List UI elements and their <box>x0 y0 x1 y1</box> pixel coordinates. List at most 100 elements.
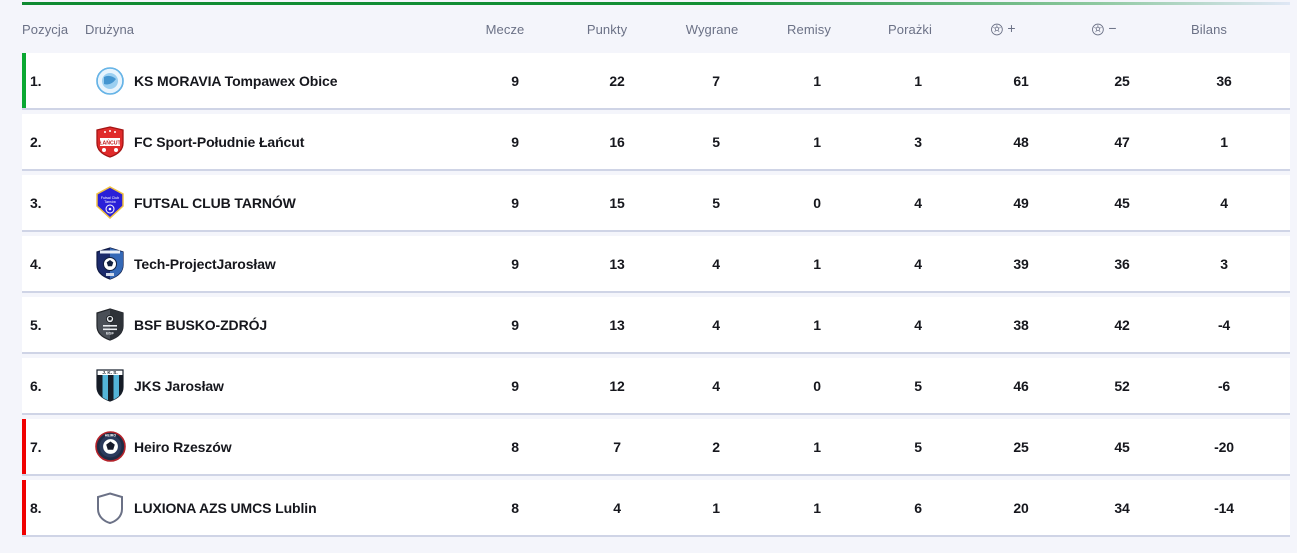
row-lost: 1 <box>914 72 922 89</box>
row-points: 4 <box>613 499 621 516</box>
row-separator-gap <box>0 293 1297 297</box>
row-balance: -14 <box>1214 499 1234 516</box>
row-goals-against: 36 <box>1114 255 1130 272</box>
ks-moravia-tompawex-obice-logo <box>93 64 127 98</box>
row-played: 8 <box>511 438 519 455</box>
row-goals-for: 25 <box>1013 438 1029 455</box>
position-marker-bar <box>22 236 26 291</box>
row-draw: 0 <box>813 377 821 394</box>
jks-jaroslaw-logo: J. K. S. <box>93 369 127 403</box>
row-won: 4 <box>712 316 720 333</box>
row-separator-gap <box>0 171 1297 175</box>
row-points: 13 <box>609 255 625 272</box>
row-balance: 3 <box>1220 255 1228 272</box>
position-marker-bar <box>22 53 26 108</box>
row-balance: -20 <box>1214 438 1234 455</box>
row-won: 5 <box>712 194 720 211</box>
tech-project-jaroslaw-logo <box>93 247 127 281</box>
row-goals-against: 45 <box>1114 438 1130 455</box>
column-header-goals-for[interactable]: + <box>990 20 1016 36</box>
row-position: 7. <box>30 438 42 455</box>
column-header-position[interactable]: Pozycja <box>22 21 69 37</box>
row-team-name[interactable]: LUXIONA AZS UMCS Lublin <box>134 499 317 516</box>
position-marker-bar <box>22 175 26 230</box>
row-played: 9 <box>511 316 519 333</box>
row-position: 6. <box>30 377 42 394</box>
row-lost: 4 <box>914 194 922 211</box>
bsf-busko-zdroj-logo: BSF <box>93 308 127 342</box>
row-won: 4 <box>712 255 720 272</box>
svg-text:Futsal Club: Futsal Club <box>101 196 119 200</box>
table-top-accent-line <box>22 2 1290 5</box>
row-lost: 3 <box>914 133 922 150</box>
row-position: 8. <box>30 499 42 516</box>
position-marker-bar <box>22 480 26 535</box>
row-lost: 5 <box>914 438 922 455</box>
row-points: 16 <box>609 133 625 150</box>
row-position: 1. <box>30 72 42 89</box>
row-goals-against: 25 <box>1114 72 1130 89</box>
row-lost: 6 <box>914 499 922 516</box>
row-goals-against: 34 <box>1114 499 1130 516</box>
row-played: 9 <box>511 377 519 394</box>
row-goals-against: 47 <box>1114 133 1130 150</box>
row-goals-for: 48 <box>1013 133 1029 150</box>
row-goals-against: 52 <box>1114 377 1130 394</box>
row-balance: 1 <box>1220 133 1228 150</box>
column-header-draw[interactable]: Remisy <box>787 21 831 37</box>
table-row[interactable]: 1. KS MORAVIA Tompawex Obice 9 22 7 1 1 61 25 36 <box>22 53 1290 110</box>
row-team-name[interactable]: Heiro Rzeszów <box>134 438 232 455</box>
row-separator-gap <box>0 232 1297 236</box>
row-balance: 36 <box>1216 72 1232 89</box>
column-header-team[interactable]: Drużyna <box>85 21 135 37</box>
table-row[interactable]: 5. BSF BSF BUSKO-ZDRÓJ 9 13 4 1 4 38 42 -4 <box>22 297 1290 354</box>
row-balance: -4 <box>1217 316 1231 333</box>
goals-for-sign: + <box>1007 20 1016 36</box>
column-header-lost[interactable]: Porażki <box>887 21 933 37</box>
standings-table-body: 1. KS MORAVIA Tompawex Obice 9 22 7 1 1 61 25 36 2… <box>0 53 1297 537</box>
table-row[interactable]: 8. LUXIONA AZS UMCS Lublin 8 4 1 1 6 20 34 -14 <box>22 480 1290 537</box>
row-team-name[interactable]: JKS Jarosław <box>134 377 224 394</box>
row-team-name[interactable]: FC Sport-Południe Łańcut <box>134 133 305 150</box>
row-draw: 1 <box>813 438 821 455</box>
row-won: 5 <box>712 133 720 150</box>
row-played: 8 <box>511 499 519 516</box>
fc-sport-poludnie-lancut-logo: ŁAŃCUT <box>93 125 127 159</box>
column-header-won[interactable]: Wygrane <box>685 21 739 37</box>
column-header-balance[interactable]: Bilans <box>1190 21 1228 37</box>
row-goals-against: 45 <box>1114 194 1130 211</box>
row-goals-for: 20 <box>1013 499 1029 516</box>
standings-table-header: Pozycja Drużyna Mecze Punkty Wygrane Rem… <box>0 5 1297 53</box>
row-lost: 4 <box>914 316 922 333</box>
row-draw: 1 <box>813 72 821 89</box>
table-row[interactable]: 2. ŁAŃCUT FC Sport-Południe Łańcut 9 16 5 1 3 48… <box>22 114 1290 171</box>
column-header-points[interactable]: Punkty <box>586 21 628 37</box>
table-row[interactable]: 7. HEIRO Heiro Rzeszów 8 7 2 1 5 25 45 -20 <box>22 419 1290 476</box>
row-team-name[interactable]: Tech-ProjectJarosław <box>134 255 276 272</box>
row-points: 7 <box>613 438 621 455</box>
column-header-goals-against[interactable]: − <box>1091 21 1117 36</box>
row-goals-for: 46 <box>1013 377 1029 394</box>
row-lost: 4 <box>914 255 922 272</box>
row-goals-for: 39 <box>1013 255 1029 272</box>
futsal-club-tarnow-logo: Futsal Club Tarnów <box>93 186 127 220</box>
table-row[interactable]: 4. Tech-ProjectJarosław 9 13 4 1 4 39 36 3 <box>22 236 1290 293</box>
soccer-ball-icon <box>990 23 1003 36</box>
row-played: 9 <box>511 255 519 272</box>
luxiona-azs-umcs-lublin-logo <box>93 491 127 525</box>
row-position: 3. <box>30 194 42 211</box>
column-header-played[interactable]: Mecze <box>485 21 525 37</box>
table-row[interactable]: 3. Futsal Club Tarnów FUTSAL CLUB TARNÓW 9 15… <box>22 175 1290 232</box>
table-row[interactable]: 6. J. K. S. JKS Jarosław 9 12 4 0 5 46 52 -6 <box>22 358 1290 415</box>
row-position: 2. <box>30 133 42 150</box>
row-won: 7 <box>712 72 720 89</box>
row-team-name[interactable]: BSF BUSKO-ZDRÓJ <box>134 316 268 333</box>
row-goals-for: 38 <box>1013 316 1029 333</box>
row-team-name[interactable]: KS MORAVIA Tompawex Obice <box>134 72 338 89</box>
row-separator-gap <box>0 354 1297 358</box>
row-won: 2 <box>712 438 720 455</box>
row-team-name[interactable]: FUTSAL CLUB TARNÓW <box>134 194 296 211</box>
row-balance: 4 <box>1220 194 1228 211</box>
soccer-ball-icon <box>1091 23 1104 36</box>
svg-text:J. K. S.: J. K. S. <box>102 370 117 375</box>
